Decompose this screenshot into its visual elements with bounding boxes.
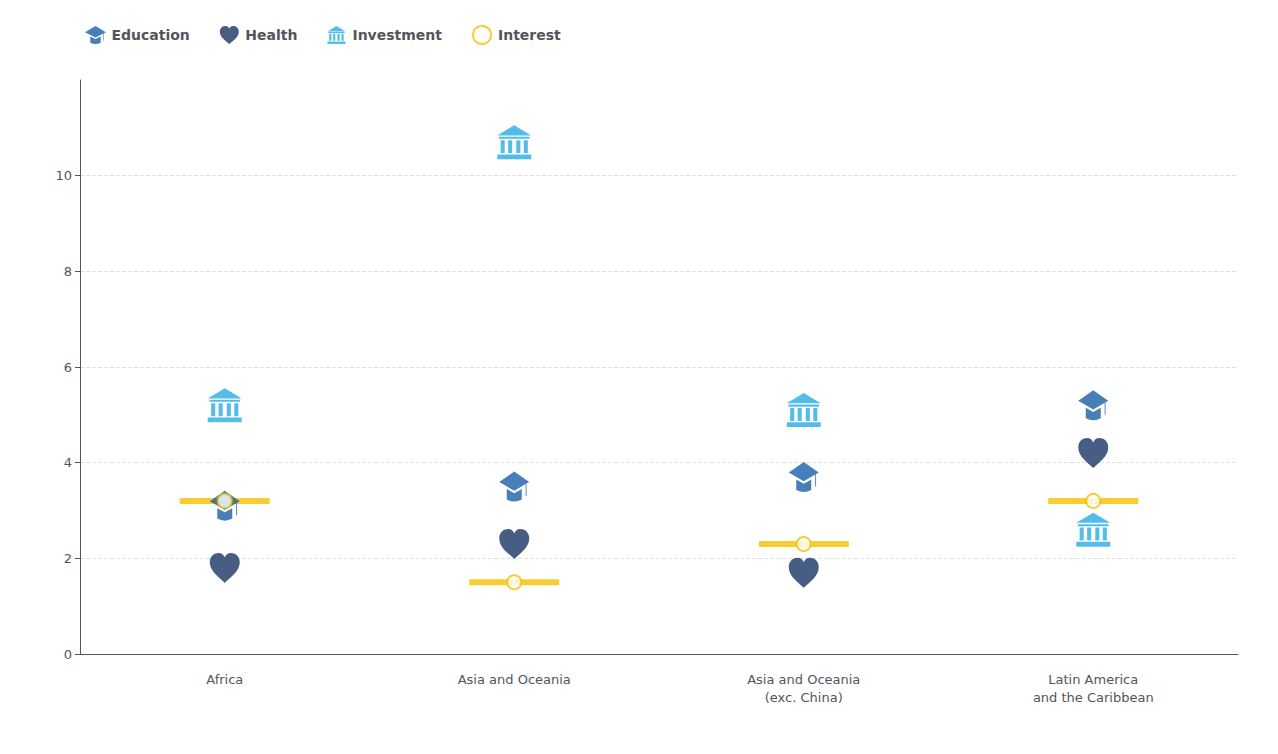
svg-text:Latin America: Latin America: [1048, 672, 1138, 687]
svg-text:(exc. China): (exc. China): [765, 690, 843, 705]
svg-text:Investment: Investment: [352, 27, 442, 43]
svg-text:Interest: Interest: [498, 27, 561, 43]
svg-text:Health: Health: [245, 27, 297, 43]
svg-text:6: 6: [64, 360, 72, 375]
svg-text:and the Caribbean: and the Caribbean: [1033, 690, 1154, 705]
svg-text:8: 8: [64, 264, 72, 279]
svg-text:Africa: Africa: [206, 672, 243, 687]
svg-text:Education: Education: [111, 27, 189, 43]
svg-text:4: 4: [64, 455, 72, 470]
svg-text:10: 10: [55, 168, 72, 183]
svg-text:0: 0: [64, 647, 72, 662]
svg-text:Asia and Oceania: Asia and Oceania: [458, 672, 571, 687]
svg-text:Asia and Oceania: Asia and Oceania: [747, 672, 860, 687]
svg-text:2: 2: [64, 551, 72, 566]
